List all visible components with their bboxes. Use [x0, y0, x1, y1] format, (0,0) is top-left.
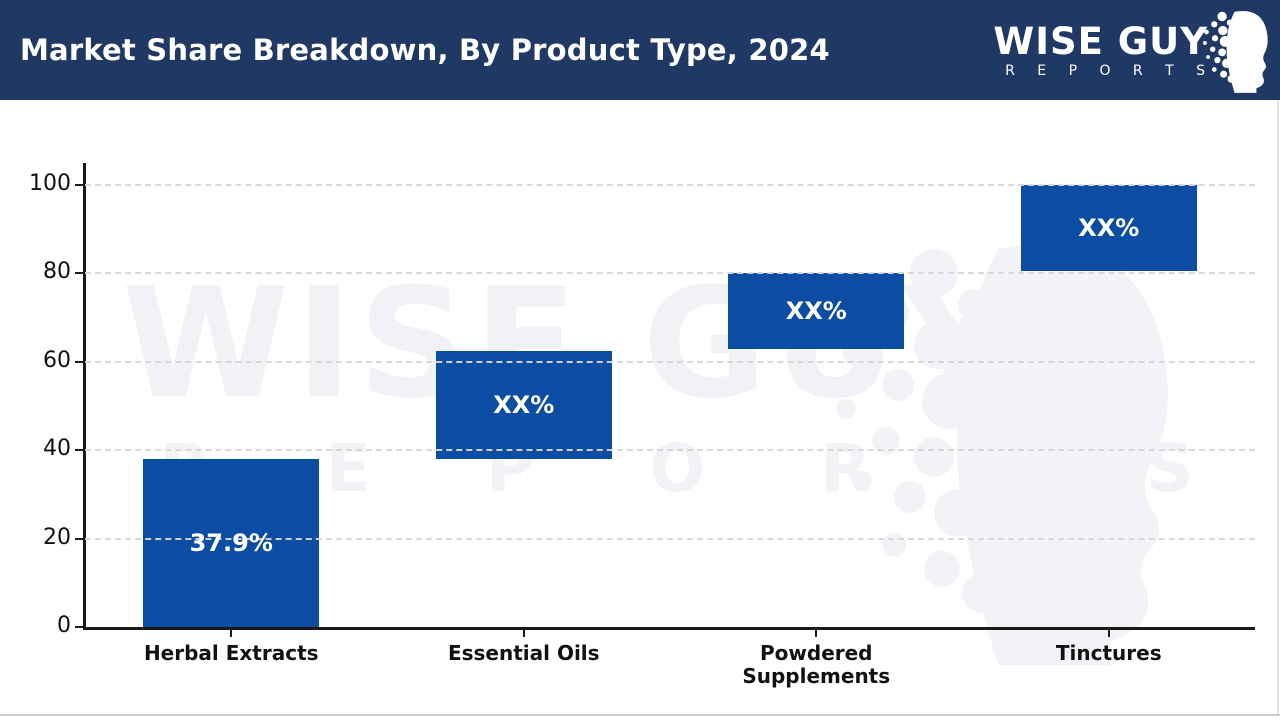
bar-value-label-tinctures: XX% [1078, 213, 1140, 242]
chart-area: WISE GUY R E P O R T S 37.9% Herbal Extra… [0, 100, 1280, 720]
y-tick-label-60: 60 [43, 347, 71, 373]
right-edge-border [1277, 100, 1279, 714]
y-tick-60 [75, 360, 85, 363]
x-tick-tinctures [1107, 629, 1110, 637]
page-title: Market Share Breakdown, By Product Type,… [20, 33, 830, 67]
gridline-40 [85, 449, 1255, 452]
bottom-divider [0, 714, 1280, 716]
gridline-100 [85, 184, 1255, 186]
y-tick-20 [75, 537, 85, 540]
gridline-80 [85, 272, 1255, 275]
y-tick-label-20: 20 [43, 524, 71, 550]
x-tick-herbal-extracts [230, 629, 233, 637]
category-label-tinctures: Tinctures [1055, 641, 1162, 665]
x-tick-essential-oils [522, 629, 525, 637]
y-tick-100 [75, 184, 85, 186]
x-axis-line [83, 627, 1255, 630]
bar-value-label-essential-oils: XX% [493, 390, 555, 419]
logo-reports-text: R E P O R T S [1005, 62, 1214, 79]
y-tick-0 [75, 626, 85, 628]
y-tick-label-80: 80 [43, 259, 71, 285]
y-tick-40 [75, 449, 85, 452]
header: Market Share Breakdown, By Product Type,… [0, 0, 1280, 100]
bar-powdered-supplements [728, 272, 905, 349]
bar-herbal-extracts [143, 459, 320, 627]
gridline-20 [85, 537, 1255, 540]
y-tick-label-100: 100 [29, 171, 71, 196]
bar-value-label-herbal-extracts: 37.9% [189, 529, 273, 558]
bar-value-label-powdered-supplements: XX% [785, 296, 847, 325]
category-label-powdered-supplements: Powdered Supplements [742, 641, 891, 688]
logo-wiseguy-text: WISE GUY [993, 19, 1208, 63]
y-tick-80 [75, 272, 85, 275]
brand-logo: WISE GUY R E P O R T S [993, 0, 1272, 100]
y-axis-line [83, 163, 86, 629]
category-label-herbal-extracts: Herbal Extracts [143, 641, 319, 665]
brand-logo-text: WISE GUY R E P O R T S [993, 23, 1208, 78]
y-tick-label-40: 40 [43, 436, 71, 462]
gridline-60 [85, 360, 1255, 363]
bar-tinctures [1020, 185, 1197, 271]
bar-essential-oils [435, 350, 612, 460]
y-tick-label-0: 0 [57, 613, 71, 638]
logo-face-icon [1202, 11, 1268, 93]
x-tick-powdered-supplements [815, 629, 818, 637]
category-label-essential-oils: Essential Oils [447, 641, 600, 665]
